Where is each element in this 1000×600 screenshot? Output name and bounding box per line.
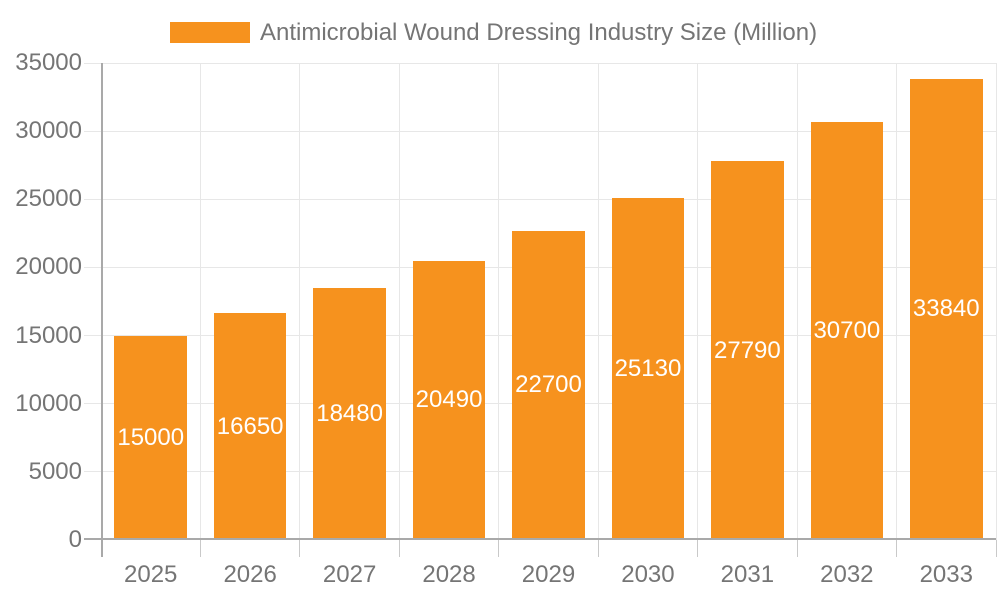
bar-value-label: 15000 [117, 423, 185, 451]
x-axis-tick-label: 2032 [820, 561, 874, 588]
y-gridline [84, 130, 996, 132]
x-axis-tick-mark [299, 540, 301, 557]
x-axis-tick-mark [398, 540, 400, 557]
x-axis-tick-mark [995, 540, 997, 557]
x-gridline [597, 63, 599, 540]
bar[interactable]: 20490 [412, 260, 486, 540]
x-axis-tick-label: 2025 [124, 561, 178, 588]
x-axis-tick-mark [796, 540, 798, 557]
x-gridline [796, 63, 798, 540]
x-axis-tick-mark [100, 540, 103, 557]
bar-value-label: 22700 [515, 371, 582, 399]
bar-value-label: 33840 [912, 295, 980, 323]
x-axis-tick-label: 2028 [422, 561, 476, 588]
y-axis-tick-label: 20000 [15, 253, 82, 281]
x-gridline [398, 63, 400, 540]
bar[interactable]: 16650 [213, 313, 287, 540]
y-axis-tick-label: 35000 [15, 49, 82, 76]
x-gridline [896, 63, 898, 540]
bar[interactable]: 30700 [810, 121, 884, 540]
x-axis-tick-label: 2027 [322, 561, 377, 588]
bar[interactable]: 15000 [114, 335, 187, 540]
bar[interactable]: 33840 [910, 78, 983, 540]
bar-value-label: 18480 [316, 400, 383, 428]
x-axis-tick-label: 2026 [223, 561, 277, 588]
plot-area: 0 5000 10000 15000 20000 25000 30000 35000 15000… [15, 49, 997, 588]
bar[interactable]: 22700 [512, 230, 585, 540]
bar-value-label: 16650 [216, 412, 284, 440]
bar-value-label: 20490 [415, 386, 483, 414]
y-axis-tick-label: 5000 [28, 457, 82, 485]
x-axis-line [84, 538, 996, 540]
x-gridline [697, 63, 699, 540]
y-axis-tick-label: 10000 [15, 389, 82, 417]
bar[interactable]: 18480 [313, 288, 386, 540]
bar[interactable]: 27790 [711, 161, 784, 540]
y-gridline [84, 62, 996, 64]
x-gridline [199, 63, 201, 540]
x-axis-tick-mark [498, 540, 500, 557]
x-axis-tick-label: 2030 [621, 561, 675, 588]
y-axis-tick-label: 25000 [15, 185, 82, 213]
bar-value-label: 25130 [614, 354, 682, 382]
bar[interactable]: 25130 [611, 197, 685, 540]
bar-value-label: 27790 [714, 336, 781, 364]
y-axis-line [101, 63, 103, 540]
x-axis-tick-mark [896, 540, 898, 557]
x-axis-tick-label: 2029 [521, 561, 576, 588]
x-gridline [995, 63, 997, 540]
x-axis-tick-mark [697, 540, 699, 557]
y-gridline [84, 198, 996, 200]
x-axis-tick-label: 2033 [919, 561, 973, 588]
bar-value-label: 30700 [813, 316, 881, 344]
legend-label: Antimicrobial Wound Dressing Industry Si… [260, 19, 818, 46]
x-axis-tick-mark [199, 540, 201, 557]
y-axis-tick-label: 30000 [15, 117, 82, 145]
x-gridline [498, 63, 500, 540]
legend-item[interactable]: Antimicrobial Wound Dressing Industry Si… [170, 18, 817, 47]
x-axis-tick-mark [597, 540, 599, 557]
legend-swatch-icon [170, 22, 250, 43]
x-gridline [299, 63, 301, 540]
y-axis-tick-label: 15000 [15, 321, 82, 349]
x-axis-tick-label: 2031 [720, 561, 775, 588]
y-axis-tick-label: 0 [68, 526, 82, 553]
